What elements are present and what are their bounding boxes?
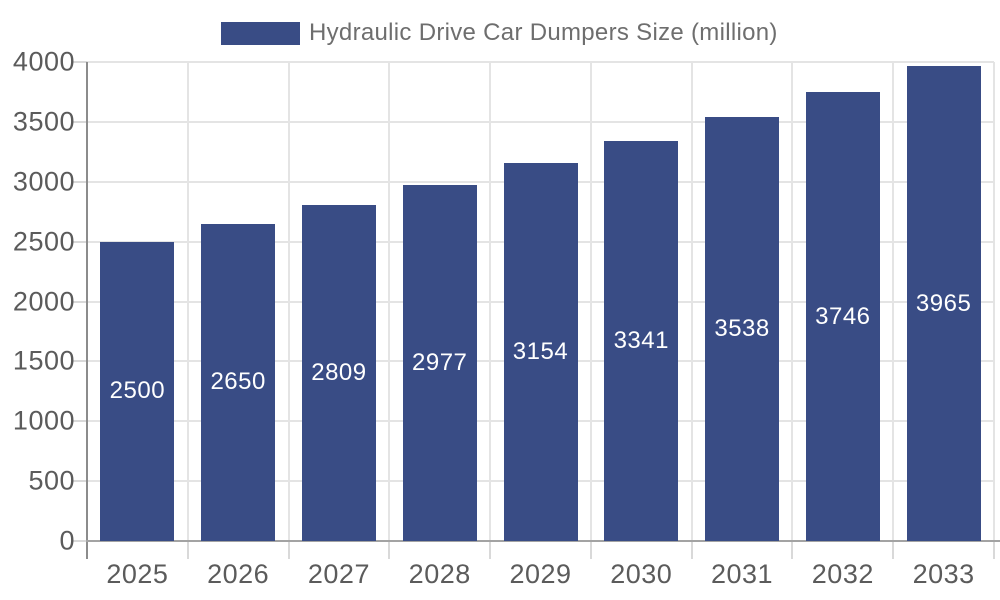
v-gridline: [690, 62, 693, 541]
x-tick-label: 2026: [207, 559, 270, 589]
v-gridline: [388, 62, 391, 541]
v-gridline: [993, 62, 995, 541]
x-tick-label: 2032: [811, 559, 874, 589]
bar-value-label: 2650: [210, 368, 266, 396]
y-axis-line: [86, 62, 88, 559]
x-tick-mark: [186, 542, 189, 559]
y-tick-mark: [72, 240, 87, 243]
bar: 3538: [705, 117, 780, 541]
x-tick-mark: [388, 542, 391, 559]
bar: 3965: [906, 66, 981, 541]
bar: 2500: [100, 241, 175, 541]
y-tick-label: 500: [28, 465, 75, 496]
y-tick-label: 2000: [12, 286, 75, 316]
bar-value-label: 2500: [109, 377, 166, 405]
v-gridline: [791, 62, 794, 541]
x-tick-label: 2027: [307, 559, 370, 589]
y-tick-mark: [72, 120, 87, 123]
x-tick-mark: [791, 542, 794, 559]
x-tick-label: 2029: [509, 559, 572, 589]
y-tick-mark: [72, 480, 87, 483]
bar-value-label: 3154: [512, 338, 569, 366]
chart-legend: Hydraulic Drive Car Dumpers Size (millio…: [221, 19, 778, 47]
y-tick-label: 3000: [12, 166, 75, 197]
y-tick-label: 1000: [12, 405, 75, 436]
x-tick-mark: [690, 542, 693, 559]
v-gridline: [287, 62, 290, 541]
bar-value-label: 3746: [815, 302, 871, 330]
x-tick-mark: [287, 542, 290, 559]
x-tick-label: 2031: [711, 559, 774, 589]
bar: 3746: [805, 92, 880, 541]
bar-value-label: 2809: [311, 358, 367, 386]
bar-value-label: 3965: [915, 289, 972, 317]
bar: 2650: [201, 223, 276, 541]
y-tick-mark: [72, 540, 87, 542]
bar: 3341: [604, 140, 679, 541]
y-tick-mark: [72, 180, 87, 183]
bar-value-label: 3341: [613, 326, 669, 354]
y-tick-mark: [72, 360, 87, 363]
x-tick-label: 2025: [106, 559, 169, 589]
x-tick-mark: [892, 542, 895, 559]
y-tick-label: 0: [59, 525, 75, 556]
y-tick-mark: [72, 300, 87, 303]
bar: 2977: [402, 184, 477, 541]
legend-swatch-icon: [221, 21, 300, 45]
h-gridline: [87, 120, 994, 123]
h-gridline: [87, 61, 994, 63]
v-gridline: [489, 62, 492, 541]
y-tick-mark: [72, 420, 87, 423]
bar-value-label: 3538: [714, 315, 770, 343]
v-gridline: [589, 62, 592, 541]
v-gridline: [892, 62, 895, 541]
x-tick-label: 2033: [912, 559, 975, 589]
y-tick-mark: [72, 61, 87, 63]
x-tick-mark: [489, 542, 492, 559]
x-axis-line: [86, 540, 1000, 542]
x-tick-mark: [993, 542, 995, 559]
y-tick-label: 3500: [12, 106, 75, 137]
legend-label: Hydraulic Drive Car Dumpers Size (millio…: [309, 19, 778, 46]
y-tick-label: 4000: [12, 46, 75, 77]
bar: 2809: [301, 204, 376, 541]
x-tick-label: 2028: [408, 559, 471, 589]
v-gridline: [186, 62, 189, 541]
y-tick-label: 2500: [12, 226, 75, 257]
x-tick-label: 2030: [610, 559, 673, 589]
x-tick-mark: [589, 542, 592, 559]
bar-value-label: 2977: [412, 348, 468, 376]
y-tick-label: 1500: [12, 345, 75, 376]
bar: 3154: [503, 163, 578, 541]
